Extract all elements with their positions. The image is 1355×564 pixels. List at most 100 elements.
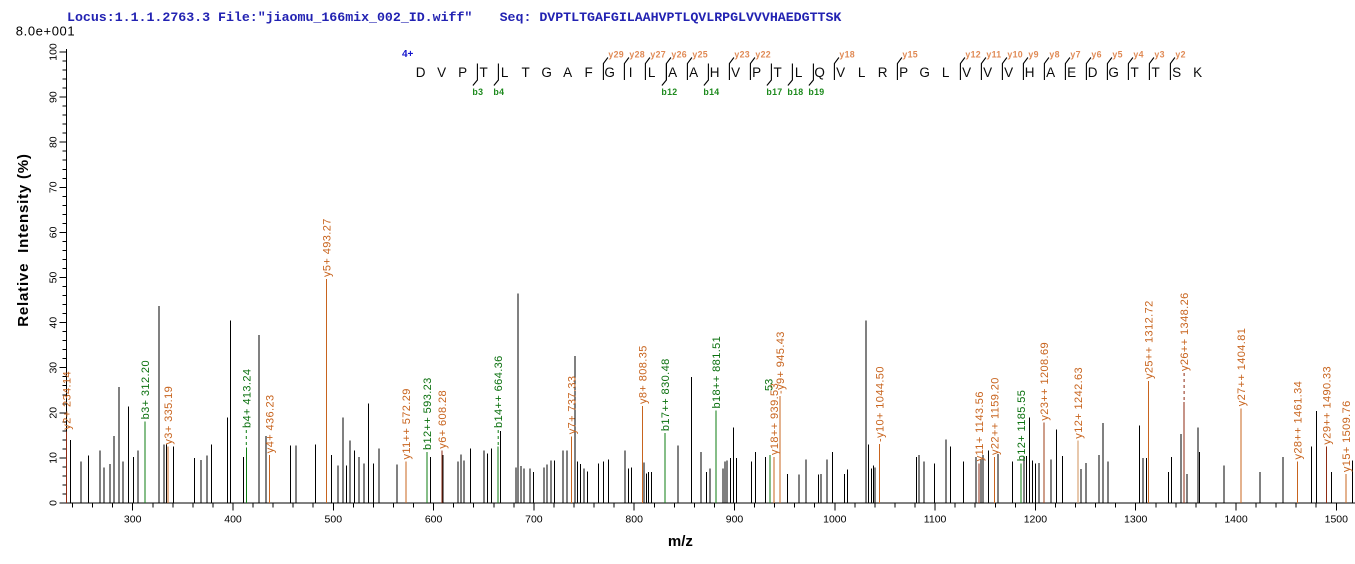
svg-text:b12++ 593.23: b12++ 593.23 [422, 377, 434, 450]
svg-text:y28: y28 [629, 50, 645, 60]
svg-text:Relative Intensity (%): Relative Intensity (%) [15, 153, 32, 326]
svg-text:m/z: m/z [668, 533, 693, 550]
svg-text:T: T [521, 65, 529, 80]
svg-text:y7+ 737.33: y7+ 737.33 [566, 376, 578, 435]
svg-text:L: L [858, 65, 866, 80]
svg-text:b17++ 830.48: b17++ 830.48 [660, 358, 672, 431]
svg-text:I: I [629, 65, 633, 80]
svg-text:y11: y11 [986, 50, 1001, 60]
svg-text:y3+ 335.19: y3+ 335.19 [163, 386, 175, 445]
svg-text:L: L [942, 65, 950, 80]
svg-text:Q: Q [814, 65, 825, 80]
svg-text:A: A [689, 65, 698, 80]
svg-text:y18++ 939.53: y18++ 939.53 [769, 383, 781, 455]
svg-text:P: P [458, 65, 467, 80]
svg-text:53: 53 [764, 379, 776, 391]
svg-text:P: P [899, 65, 908, 80]
svg-text:Locus:1.1.1.2763.3 File:"jiaom: Locus:1.1.1.2763.3 File:"jiaomu_166mix_0… [67, 10, 472, 25]
svg-text:V: V [731, 65, 740, 80]
svg-text:y12+ 1242.63: y12+ 1242.63 [1073, 367, 1085, 439]
svg-text:y12: y12 [965, 50, 981, 60]
svg-text:y22: y22 [755, 50, 771, 60]
svg-text:b17: b17 [766, 87, 782, 97]
svg-text:y15+ 1509.76: y15+ 1509.76 [1341, 400, 1353, 472]
svg-text:y25: y25 [692, 50, 708, 60]
svg-text:-y10+ 1044.50: -y10+ 1044.50 [874, 366, 886, 442]
svg-text:b18++ 881.51: b18++ 881.51 [711, 336, 723, 409]
svg-text:Seq: DVPTLTGAFGILAAHVPTLQVLRPG: Seq: DVPTLTGAFGILAAHVPTLQVLRPGLVVVHAEDGT… [500, 10, 842, 25]
svg-text:20: 20 [48, 407, 60, 419]
svg-text:V: V [836, 65, 845, 80]
svg-text:L: L [648, 65, 656, 80]
svg-text:T: T [479, 65, 487, 80]
svg-text:y11++ 572.29: y11++ 572.29 [401, 388, 413, 459]
svg-text:R: R [878, 65, 888, 80]
svg-text:900: 900 [726, 513, 744, 525]
svg-text:L: L [795, 65, 803, 80]
svg-text:600: 600 [425, 513, 443, 525]
svg-text:400: 400 [224, 513, 242, 525]
svg-text:V: V [1004, 65, 1013, 80]
svg-text:100: 100 [48, 43, 60, 61]
svg-text:A: A [1046, 65, 1055, 80]
svg-text:800: 800 [625, 513, 643, 525]
svg-text:60: 60 [48, 226, 60, 238]
svg-text:4+: 4+ [402, 49, 414, 60]
svg-text:8.0e+001: 8.0e+001 [16, 24, 75, 39]
svg-text:b19: b19 [808, 87, 824, 97]
svg-text:50: 50 [48, 272, 60, 284]
svg-text:b4+ 413.24: b4+ 413.24 [241, 369, 253, 428]
svg-text:y3: y3 [1154, 50, 1164, 60]
svg-text:y29: y29 [608, 50, 624, 60]
svg-text:y5+ 493.27: y5+ 493.27 [322, 218, 334, 277]
svg-text:V: V [962, 65, 971, 80]
svg-text:b12+ 1185.55: b12+ 1185.55 [1016, 390, 1028, 462]
svg-text:1100: 1100 [924, 513, 947, 525]
svg-text:90: 90 [48, 91, 60, 103]
svg-text:700: 700 [525, 513, 543, 525]
svg-text:y25++ 1312.72: y25++ 1312.72 [1144, 300, 1156, 379]
svg-text:P: P [752, 65, 761, 80]
svg-text:70: 70 [48, 181, 60, 193]
svg-text:y27: y27 [650, 50, 666, 60]
svg-text:y9: y9 [1028, 50, 1038, 60]
svg-text:y28++ 1461.34: y28++ 1461.34 [1293, 381, 1305, 460]
svg-text:b3+ 312.20: b3+ 312.20 [140, 360, 152, 419]
svg-text:y4+ 436.23: y4+ 436.23 [264, 394, 276, 453]
svg-text:D: D [416, 65, 426, 80]
svg-text:40: 40 [48, 317, 60, 329]
svg-text:y23++ 1208.69: y23++ 1208.69 [1039, 342, 1051, 421]
svg-text:T: T [1130, 65, 1138, 80]
svg-text:1000: 1000 [823, 513, 847, 525]
svg-text:T: T [1151, 65, 1159, 80]
svg-text:y26: y26 [671, 50, 687, 60]
svg-text:V: V [983, 65, 992, 80]
svg-text:y8+ 808.35: y8+ 808.35 [638, 345, 650, 404]
svg-text:H: H [710, 65, 720, 80]
svg-text:-y9+ 945.43: -y9+ 945.43 [775, 331, 787, 394]
svg-text:y6+ 608.28: y6+ 608.28 [437, 390, 449, 449]
svg-text:F: F [584, 65, 592, 80]
svg-text:300: 300 [124, 513, 142, 525]
svg-text:y7: y7 [1070, 50, 1080, 60]
svg-text:0: 0 [48, 500, 60, 506]
svg-text:y2: y2 [1175, 50, 1185, 60]
svg-text:b14: b14 [703, 87, 719, 97]
svg-text:y10: y10 [1007, 50, 1023, 60]
svg-text:y11+ 1143.56: y11+ 1143.56 [974, 391, 986, 461]
svg-text:y29++ 1490.33: y29++ 1490.33 [1322, 366, 1334, 445]
svg-text:G: G [604, 65, 615, 80]
svg-text:y26++ 1348.26: y26++ 1348.26 [1179, 292, 1191, 371]
svg-text:K: K [1193, 65, 1202, 80]
svg-text:G: G [1108, 65, 1119, 80]
svg-text:y18: y18 [839, 50, 855, 60]
svg-text:G: G [919, 65, 930, 80]
svg-text:G: G [541, 65, 552, 80]
svg-text:y5: y5 [1112, 50, 1122, 60]
svg-text:b14++ 664.36: b14++ 664.36 [493, 355, 505, 428]
svg-text:b4: b4 [493, 87, 504, 97]
svg-text:y4: y4 [1133, 50, 1143, 60]
svg-text:y6: y6 [1091, 50, 1101, 60]
svg-text:H: H [1025, 65, 1035, 80]
svg-text:T: T [773, 65, 781, 80]
